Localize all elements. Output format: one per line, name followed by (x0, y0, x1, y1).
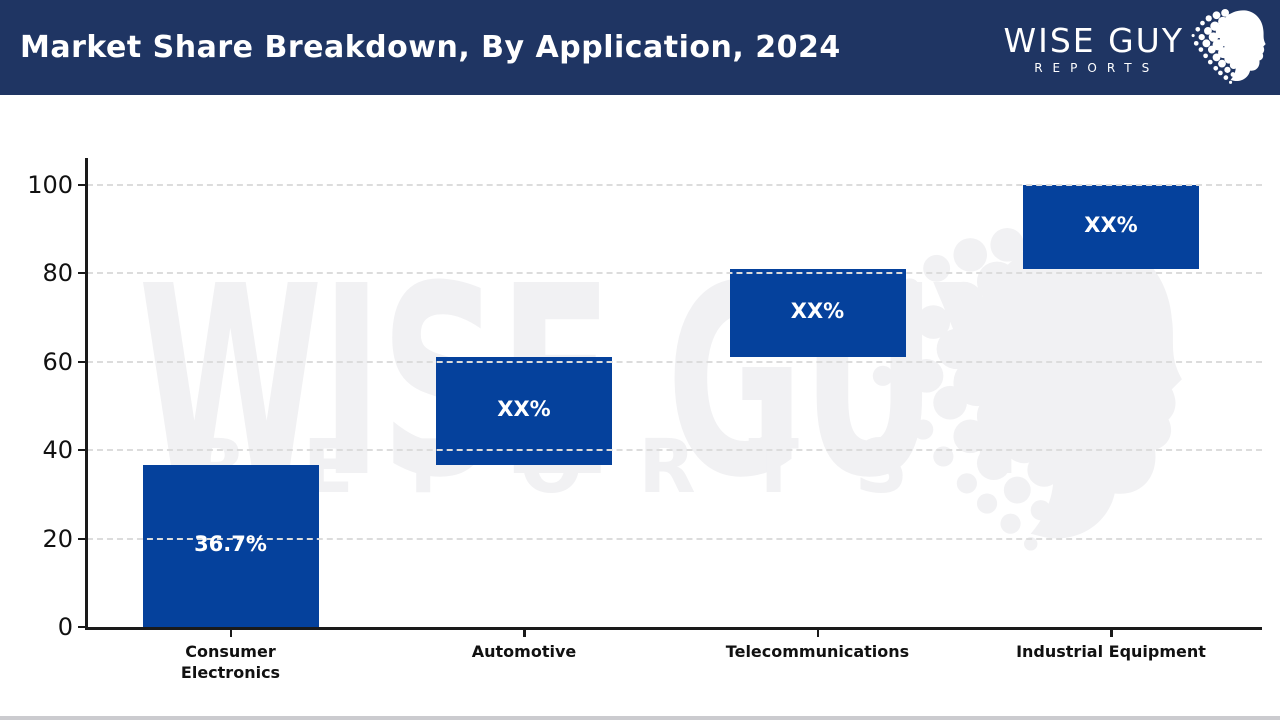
x-tick-mark (229, 630, 232, 637)
x-axis-line (85, 627, 1262, 630)
y-tick-mark (78, 537, 86, 540)
bar-value-label: XX% (1084, 212, 1138, 237)
bar (729, 268, 906, 358)
y-tick-label: 60 (42, 347, 73, 376)
header: Market Share Breakdown, By Application, … (0, 0, 1280, 95)
category-label: Consumer Electronics (180, 642, 281, 683)
y-tick-label: 0 (57, 613, 73, 641)
y-axis-line (85, 158, 88, 630)
bar-value-label: XX% (790, 299, 845, 324)
y-tick-mark (78, 184, 86, 186)
category-label: Telecommunications (725, 642, 910, 661)
gridline (87, 449, 1262, 452)
x-tick-mark (816, 630, 819, 637)
category-label: Automotive (471, 642, 577, 661)
y-tick-label: 100 (27, 171, 73, 199)
y-tick-mark (78, 272, 86, 275)
bar (142, 464, 319, 627)
x-tick-mark (1110, 630, 1113, 637)
gridline (87, 272, 1262, 275)
bar-value-label: 36.7% (194, 531, 267, 556)
y-tick-mark (78, 449, 86, 452)
logo-wordmark: WISE GUY REPORTS (1003, 24, 1184, 75)
dotted-head-icon (1191, 8, 1266, 84)
wise-guy-logo: WISE GUY REPORTS (1003, 0, 1268, 95)
y-tick-mark (78, 626, 86, 628)
gridline (87, 360, 1262, 363)
y-tick-label: 80 (42, 259, 73, 288)
x-tick-mark (523, 630, 526, 637)
category-label: Industrial Equipment (1016, 642, 1206, 661)
bottom-strip (0, 716, 1280, 720)
y-tick-label: 20 (42, 524, 73, 553)
gridline (87, 537, 1262, 540)
bar (436, 357, 612, 465)
page-title: Market Share Breakdown, By Application, … (20, 30, 841, 65)
bar-value-label: XX% (497, 397, 551, 422)
y-tick-label: 40 (42, 436, 73, 465)
y-tick-mark (78, 360, 86, 363)
gridline (87, 184, 1262, 186)
logo-subtitle: REPORTS (1034, 61, 1160, 75)
logo-name: WISE GUY (1003, 21, 1184, 60)
